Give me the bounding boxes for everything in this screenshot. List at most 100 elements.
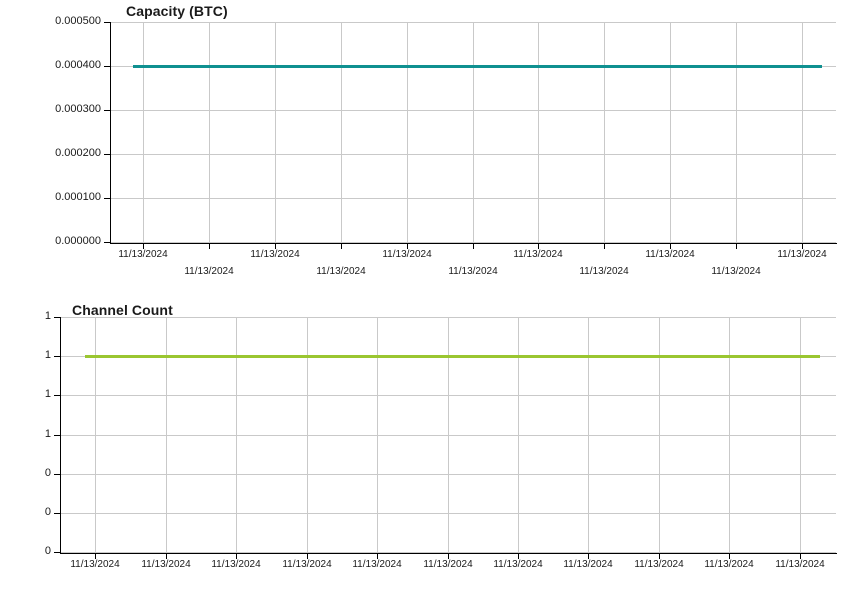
x-axis-label: 11/13/2024 — [316, 266, 366, 277]
y-axis-line — [60, 317, 61, 554]
gridline-vertical — [538, 22, 539, 243]
x-axis-label: 11/13/2024 — [352, 559, 402, 570]
x-axis-label: 11/13/2024 — [423, 559, 473, 570]
gridline-vertical — [209, 22, 210, 243]
gridline-vertical — [670, 22, 671, 243]
y-axis-tick — [104, 154, 110, 155]
x-axis-label: 11/13/2024 — [711, 266, 761, 277]
x-axis-tick — [802, 243, 803, 249]
y-axis-tick — [104, 66, 110, 67]
y-axis-tick — [54, 395, 60, 396]
series-line-channel — [85, 355, 820, 358]
x-axis-tick — [736, 243, 737, 249]
gridline-vertical — [800, 317, 801, 553]
x-axis-tick — [448, 553, 449, 559]
x-axis-tick — [518, 553, 519, 559]
x-axis-tick — [604, 243, 605, 249]
gridline-vertical — [604, 22, 605, 243]
x-axis-label: 11/13/2024 — [493, 559, 543, 570]
y-axis-label: 0.000500 — [55, 15, 101, 27]
x-axis-label: 11/13/2024 — [118, 249, 168, 260]
x-axis-tick — [588, 553, 589, 559]
x-axis-tick — [275, 243, 276, 249]
y-axis-tick — [54, 317, 60, 318]
x-axis-label: 11/13/2024 — [513, 249, 563, 260]
y-axis-label: 1 — [44, 388, 51, 400]
x-axis-tick — [407, 243, 408, 249]
x-axis-label: 11/13/2024 — [645, 249, 695, 260]
channel-chart-panel: Channel Count 1 1 1 1 0 0 0 11/13/2024 11/13/202… — [0, 290, 860, 600]
y-axis-tick — [54, 474, 60, 475]
gridline-vertical — [588, 317, 589, 553]
y-axis-label: 0 — [44, 467, 51, 479]
capacity-chart-title: Capacity (BTC) — [126, 3, 228, 19]
x-axis-label: 11/13/2024 — [184, 266, 234, 277]
x-axis-label: 11/13/2024 — [704, 559, 754, 570]
y-axis-label: 1 — [44, 349, 51, 361]
gridline-vertical — [659, 317, 660, 553]
gridline-vertical — [166, 317, 167, 553]
x-axis-tick — [800, 553, 801, 559]
y-axis-tick — [104, 242, 110, 243]
x-axis-line — [110, 243, 837, 244]
x-axis-label: 11/13/2024 — [579, 266, 629, 277]
series-line-capacity — [133, 65, 822, 68]
capacity-chart-panel: Capacity (BTC) 0.000500 0.000400 0.000300 0… — [0, 0, 860, 290]
y-axis-tick — [54, 435, 60, 436]
y-axis-label: 1 — [44, 310, 51, 322]
gridline-vertical — [473, 22, 474, 243]
y-axis-label: 0.000100 — [55, 191, 101, 203]
x-axis-line — [60, 553, 837, 554]
x-axis-label: 11/13/2024 — [70, 559, 120, 570]
gridline-vertical — [736, 22, 737, 243]
x-axis-label: 11/13/2024 — [141, 559, 191, 570]
x-axis-tick — [729, 553, 730, 559]
x-axis-tick — [166, 553, 167, 559]
x-axis-tick — [209, 243, 210, 249]
y-axis-tick — [104, 198, 110, 199]
x-axis-label: 11/13/2024 — [211, 559, 261, 570]
channel-chart-title: Channel Count — [72, 302, 173, 318]
y-axis-tick — [104, 110, 110, 111]
y-axis-label: 1 — [44, 428, 51, 440]
x-axis-tick — [538, 243, 539, 249]
y-axis-tick — [54, 513, 60, 514]
x-axis-label: 11/13/2024 — [563, 559, 613, 570]
gridline-vertical — [518, 317, 519, 553]
gridline-vertical — [341, 22, 342, 243]
y-axis-label: 0.000200 — [55, 147, 101, 159]
gridline-vertical — [377, 317, 378, 553]
gridline-vertical — [143, 22, 144, 243]
y-axis-label: 0.000300 — [55, 103, 101, 115]
gridline-vertical — [729, 317, 730, 553]
x-axis-tick — [473, 243, 474, 249]
x-axis-label: 11/13/2024 — [382, 249, 432, 260]
y-axis-label: 0 — [44, 506, 51, 518]
x-axis-tick — [659, 553, 660, 559]
gridline-vertical — [307, 317, 308, 553]
y-axis-tick — [54, 356, 60, 357]
x-axis-tick — [95, 553, 96, 559]
gridline-vertical — [802, 22, 803, 243]
x-axis-tick — [341, 243, 342, 249]
gridline-vertical — [407, 22, 408, 243]
y-axis-line — [110, 22, 111, 244]
x-axis-tick — [377, 553, 378, 559]
x-axis-label: 11/13/2024 — [634, 559, 684, 570]
y-axis-tick — [54, 552, 60, 553]
gridline-vertical — [95, 317, 96, 553]
x-axis-tick — [670, 243, 671, 249]
y-axis-label: 0.000400 — [55, 59, 101, 71]
y-axis-tick — [104, 22, 110, 23]
x-axis-label: 11/13/2024 — [282, 559, 332, 570]
x-axis-tick — [307, 553, 308, 559]
x-axis-label: 11/13/2024 — [775, 559, 825, 570]
gridline-vertical — [236, 317, 237, 553]
y-axis-label: 0 — [44, 545, 51, 557]
x-axis-label: 11/13/2024 — [448, 266, 498, 277]
gridline-vertical — [275, 22, 276, 243]
x-axis-tick — [143, 243, 144, 249]
x-axis-tick — [236, 553, 237, 559]
x-axis-label: 11/13/2024 — [777, 249, 827, 260]
x-axis-label: 11/13/2024 — [250, 249, 300, 260]
